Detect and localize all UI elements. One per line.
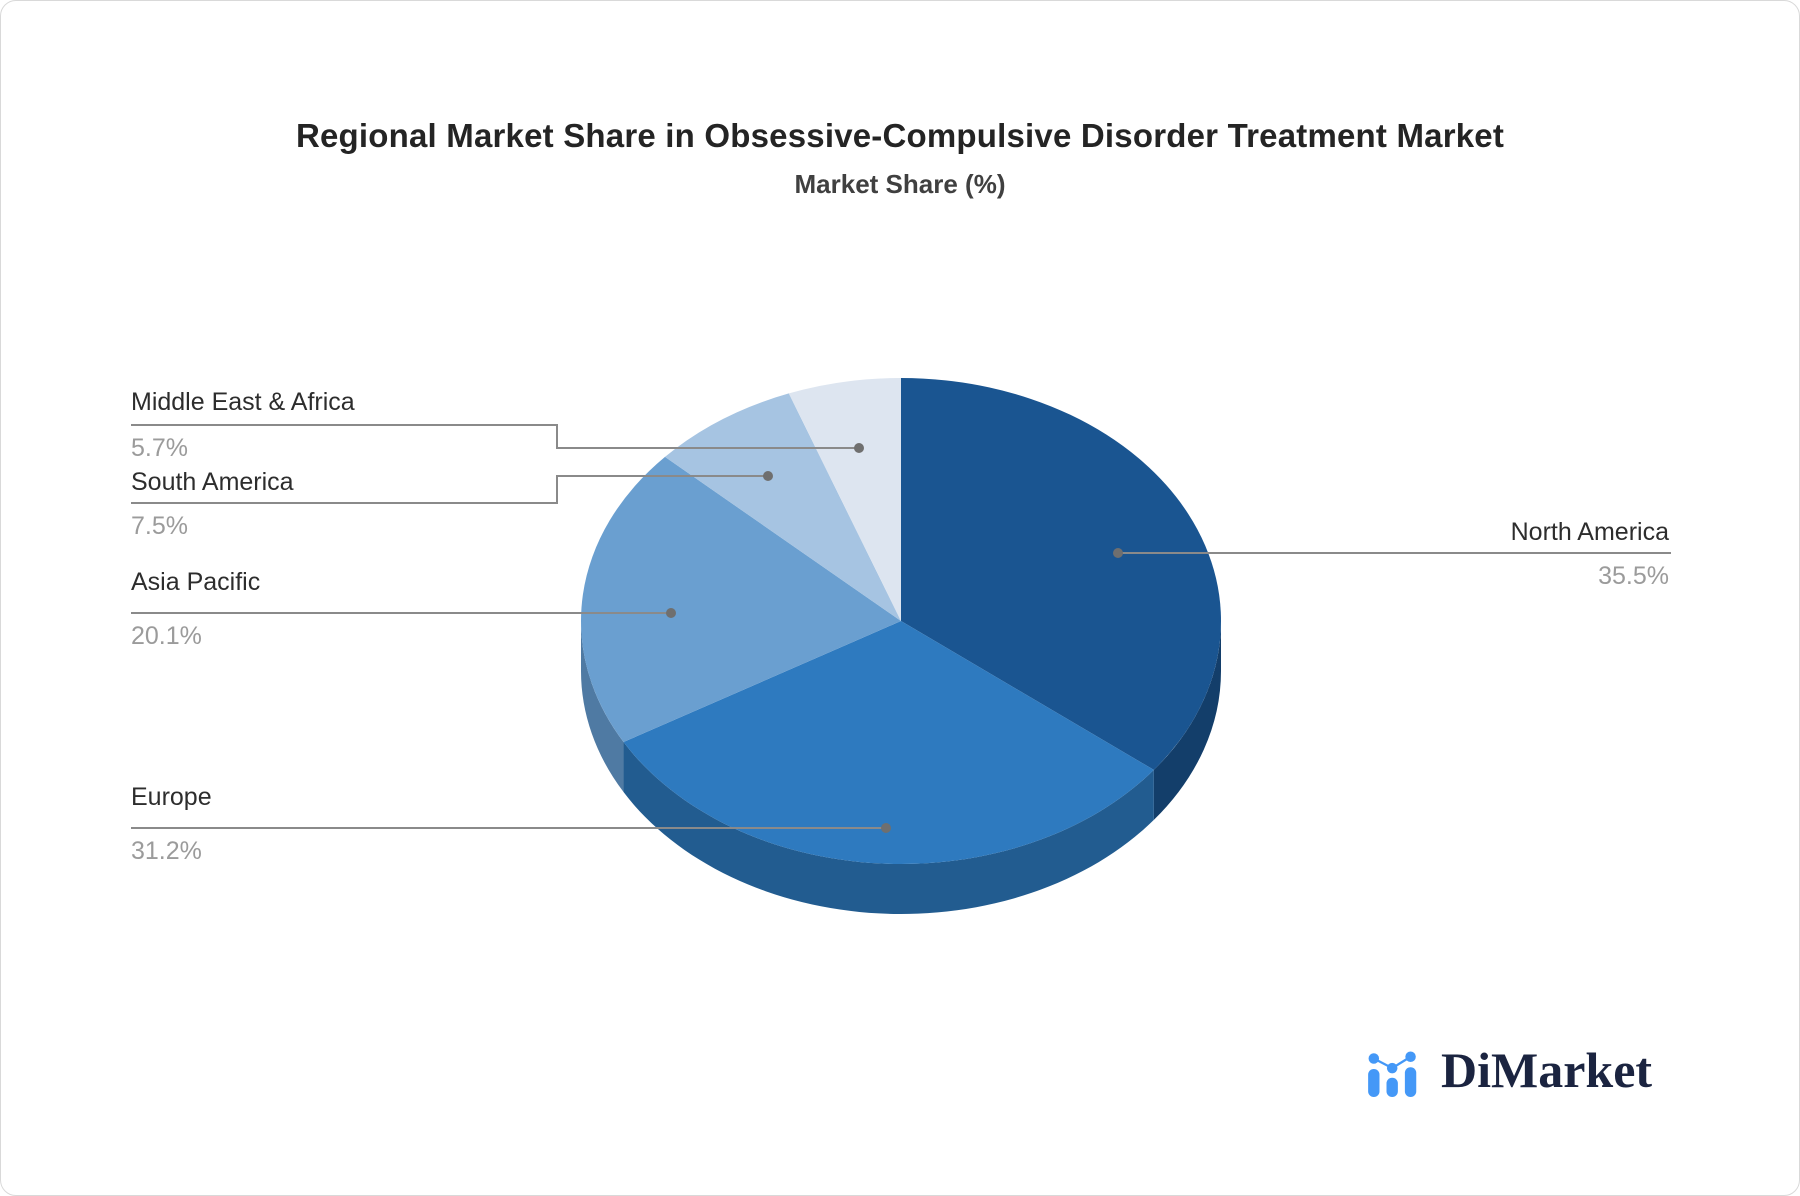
slice-value-text: 31.2%	[131, 837, 202, 865]
label-north-america: North America 35.5%	[1511, 517, 1669, 591]
leader-line-south-america	[131, 475, 768, 504]
pie-slice-side-north-america	[1153, 621, 1221, 820]
chart-title: Regional Market Share in Obsessive-Compu…	[295, 117, 1505, 154]
label-middle-east-africa: Middle East & Africa 5.7%	[131, 387, 355, 463]
leader-dot-north-america	[1113, 548, 1123, 558]
dimarket-logo: DiMarket	[1368, 1041, 1652, 1097]
label-asia-pacific: Asia Pacific 20.1%	[131, 567, 260, 651]
slice-value-text: 20.1%	[131, 622, 202, 650]
slice-value-text: 35.5%	[1598, 562, 1669, 590]
pie-slice-side-europe	[623, 742, 1154, 915]
pie-slice-south-america[interactable]	[664, 393, 901, 621]
pie-slice-side-asia-pacific	[581, 621, 624, 793]
bar-chart-icon	[1368, 1051, 1417, 1097]
pie-slice-middle-east-africa[interactable]	[788, 378, 901, 621]
slice-label-text: South America	[131, 468, 294, 496]
pie-slice-north-america[interactable]	[901, 378, 1222, 770]
leader-dot-middle-east-africa	[854, 443, 864, 453]
slice-label-text: Asia Pacific	[131, 568, 261, 596]
pie-slice-europe[interactable]	[623, 621, 1154, 865]
slice-label-text: North America	[1510, 518, 1669, 546]
slice-label-text: Middle East & Africa	[131, 388, 355, 416]
leader-dot-south-america	[763, 471, 773, 481]
slice-value-text: 5.7%	[131, 434, 188, 462]
label-europe: Europe 31.2%	[131, 782, 212, 866]
slice-label-text: Europe	[131, 783, 212, 811]
label-south-america: South America 7.5%	[131, 467, 294, 541]
leader-line-middle-east-africa	[131, 424, 859, 449]
logo-text: DiMarket	[1441, 1042, 1653, 1098]
slice-value-text: 7.5%	[131, 512, 188, 540]
chart-subtitle: Market Share (%)	[794, 169, 1006, 199]
pie-slice-asia-pacific[interactable]	[581, 456, 901, 743]
leader-dot-asia-pacific	[666, 608, 676, 618]
leader-dot-europe	[881, 823, 891, 833]
